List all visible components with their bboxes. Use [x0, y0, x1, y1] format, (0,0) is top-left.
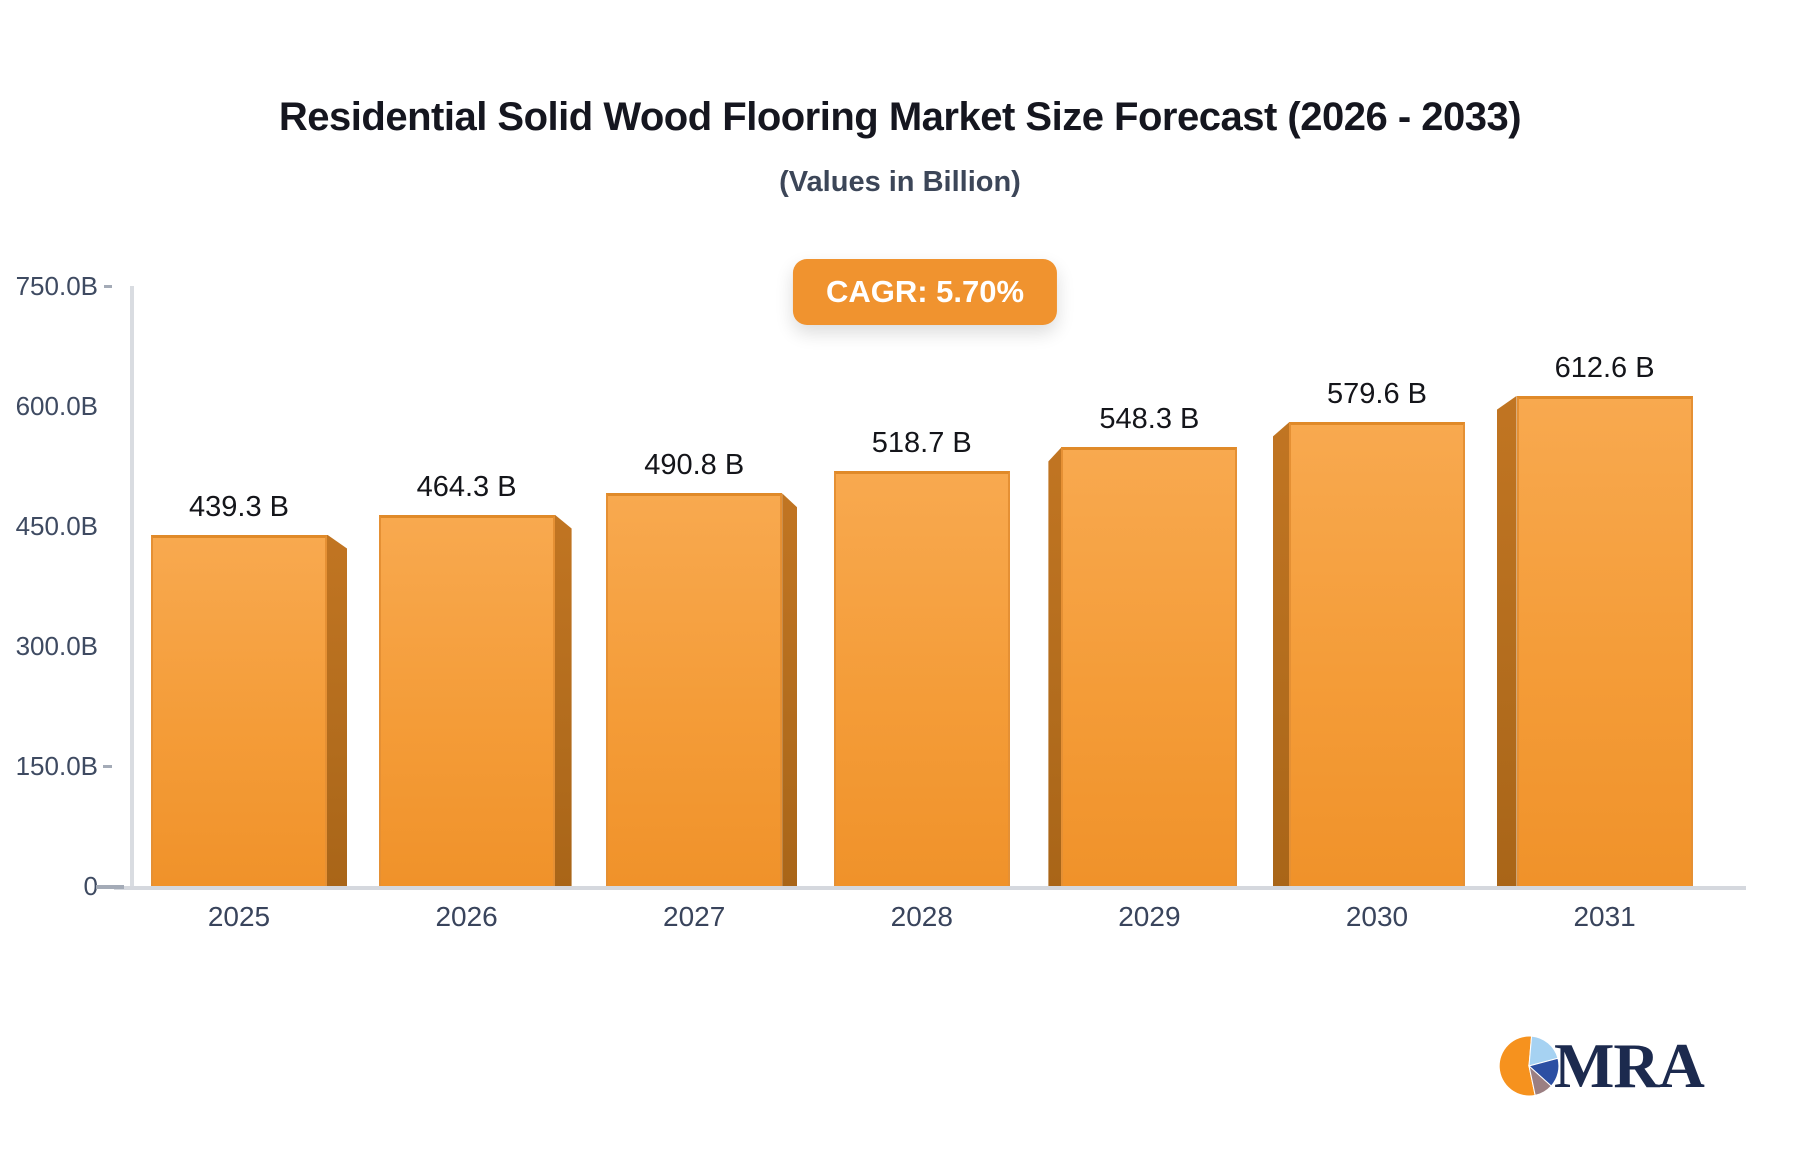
cagr-badge: CAGR: 5.70% — [792, 259, 1058, 325]
x-axis-label: 2025 — [207, 901, 271, 932]
bar — [1516, 395, 1693, 886]
bar-value-label: 548.3 B — [1099, 403, 1200, 436]
y-axis-label: 750.0B — [15, 271, 98, 301]
bar-3d-side — [1048, 447, 1062, 886]
mra-logo-text: MRA — [1554, 1030, 1705, 1101]
chart-title: Residential Solid Wood Flooring Market S… — [278, 95, 1522, 139]
bar-3d-side — [327, 534, 347, 886]
y-axis-tick — [103, 765, 112, 768]
y-axis-tick — [104, 285, 112, 288]
x-axis-label: 2028 — [890, 901, 953, 932]
bar-value-label: 518.7 B — [871, 427, 972, 460]
bar-value-label: 579.6 B — [1327, 378, 1427, 411]
bar — [378, 514, 555, 886]
x-axis-label: 2026 — [435, 901, 498, 932]
x-axis-label: 2027 — [663, 901, 726, 932]
y-axis-label: 0 — [83, 871, 98, 901]
bar — [833, 471, 1010, 886]
bar-3d-side — [1273, 422, 1289, 886]
x-axis-baseline — [114, 886, 1746, 890]
bar-value-label: 612.6 B — [1554, 351, 1655, 384]
y-axis-label: 450.0B — [15, 511, 98, 541]
bar — [1061, 447, 1238, 886]
y-axis-label: 600.0B — [15, 391, 98, 421]
x-axis-label: 2031 — [1573, 901, 1636, 932]
y-axis-line — [130, 286, 134, 887]
chart-subtitle: (Values in Billion) — [779, 166, 1021, 198]
bar — [606, 493, 783, 886]
y-axis-tick — [96, 885, 124, 889]
x-axis-label: 2029 — [1118, 901, 1181, 932]
bar-value-label: 490.8 B — [644, 449, 745, 482]
x-axis-label: 2030 — [1345, 901, 1409, 932]
mra-logo: MRA — [1498, 1028, 1705, 1104]
bar-3d-side — [554, 514, 572, 886]
y-axis-label: 150.0B — [15, 751, 98, 781]
mra-pie-icon — [1498, 1035, 1560, 1097]
y-axis-label: 300.0B — [15, 631, 98, 661]
bar-value-label: 439.3 B — [189, 490, 289, 523]
bar-3d-side — [1496, 395, 1517, 886]
bar — [1289, 422, 1465, 886]
bar-value-label: 464.3 B — [416, 470, 517, 503]
bar — [151, 534, 327, 886]
bar-3d-side — [782, 493, 798, 886]
